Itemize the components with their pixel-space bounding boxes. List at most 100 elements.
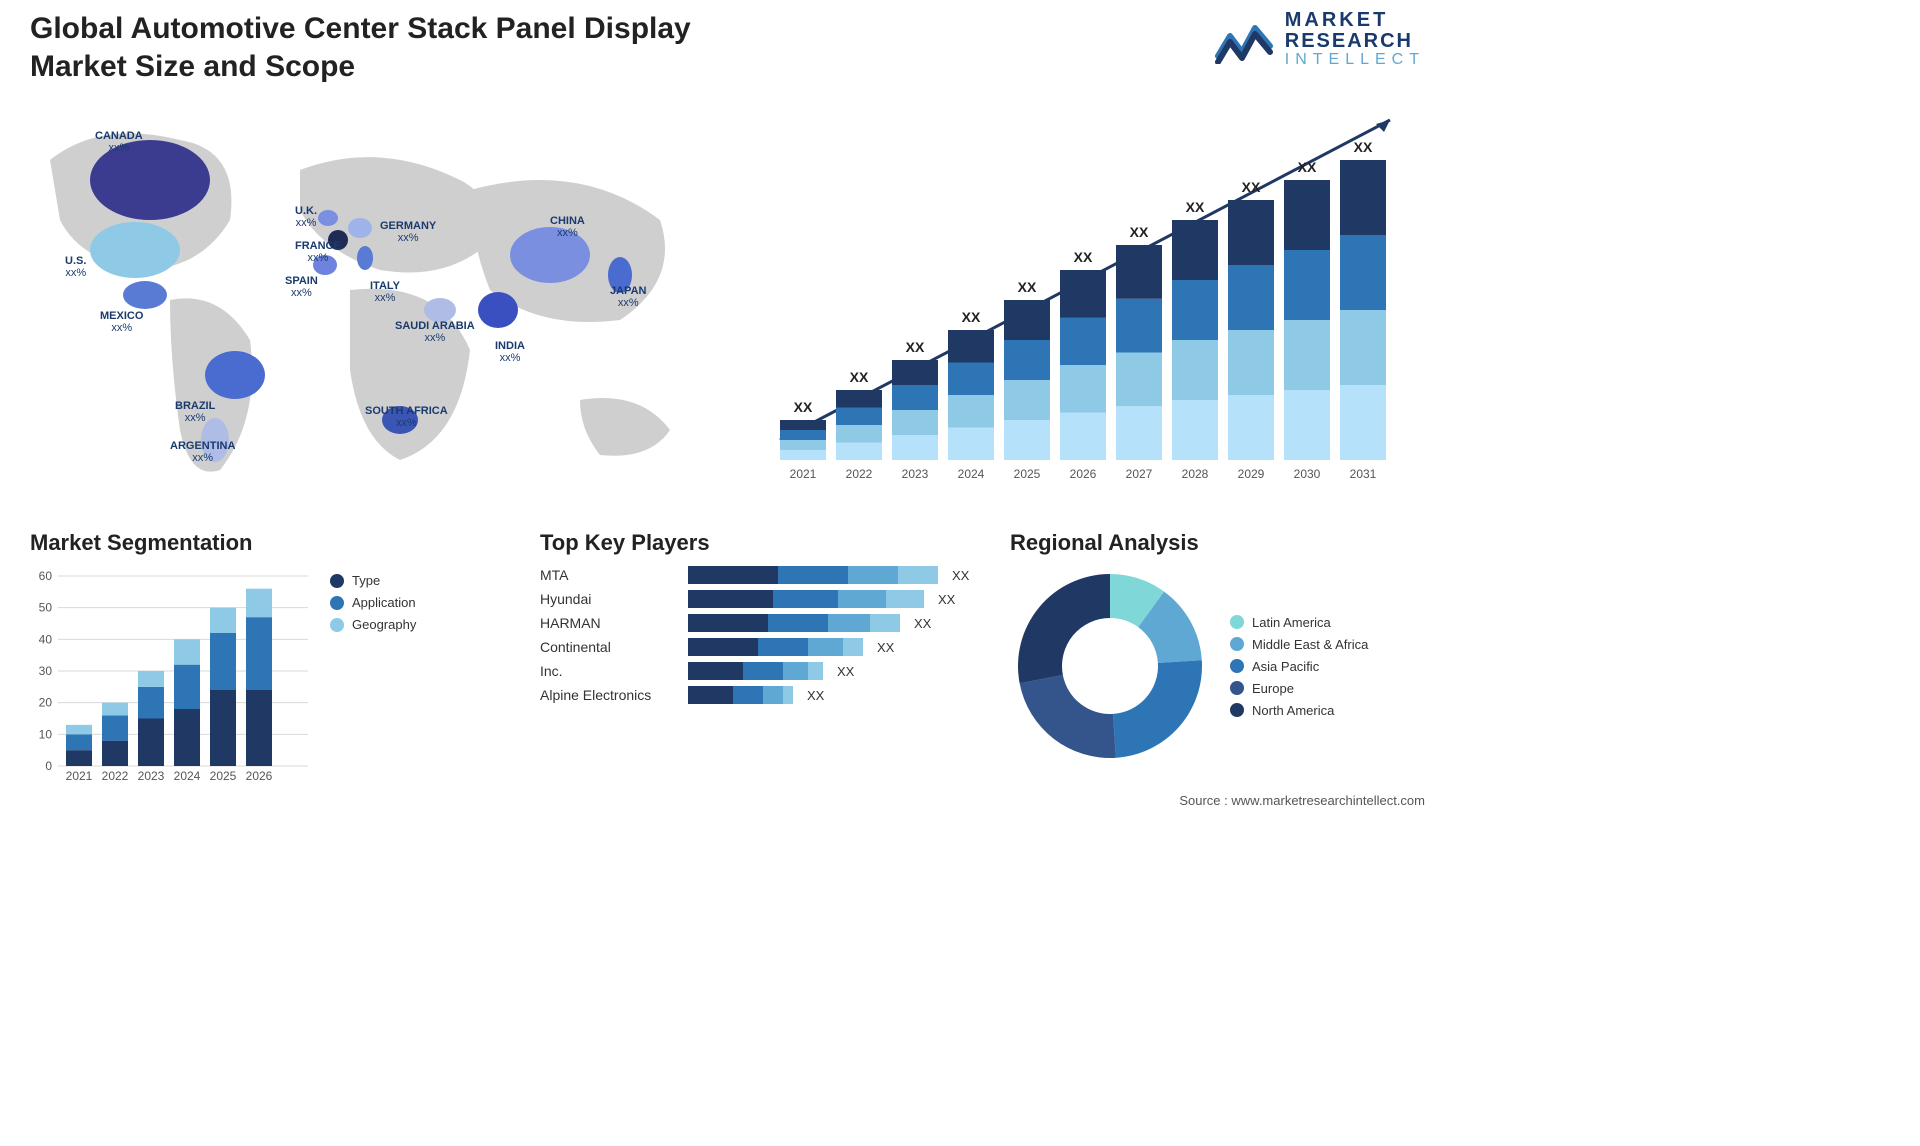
- legend-item: Asia Pacific: [1230, 659, 1368, 674]
- svg-text:XX: XX: [1130, 224, 1149, 240]
- logo-icon: [1215, 14, 1275, 64]
- svg-text:2024: 2024: [958, 467, 985, 481]
- svg-text:2029: 2029: [1238, 467, 1265, 481]
- map-label: INDIAxx%: [495, 340, 525, 364]
- svg-text:XX: XX: [1354, 139, 1373, 155]
- regional-title: Regional Analysis: [1010, 530, 1430, 556]
- player-name: HARMAN: [540, 615, 680, 631]
- map-label: CHINAxx%: [550, 215, 585, 239]
- segmentation-title: Market Segmentation: [30, 530, 460, 556]
- player-bar: [688, 686, 793, 704]
- svg-text:XX: XX: [1018, 279, 1037, 295]
- svg-text:XX: XX: [1242, 179, 1261, 195]
- svg-text:10: 10: [39, 727, 53, 741]
- legend-item: Latin America: [1230, 615, 1368, 630]
- svg-text:XX: XX: [1074, 249, 1093, 265]
- svg-text:2027: 2027: [1126, 467, 1153, 481]
- player-name: Alpine Electronics: [540, 687, 680, 703]
- map-label: U.K.xx%: [295, 205, 317, 229]
- svg-text:XX: XX: [850, 369, 869, 385]
- map-label: MEXICOxx%: [100, 310, 143, 334]
- player-bar: [688, 662, 823, 680]
- regional-section: Regional Analysis Latin America Middle Ea…: [1010, 530, 1430, 790]
- player-row: Continental XX: [540, 638, 970, 656]
- player-name: MTA: [540, 567, 680, 583]
- svg-text:2023: 2023: [138, 769, 165, 783]
- segmentation-legend: Type Application Geography: [330, 566, 416, 639]
- player-row: MTA XX: [540, 566, 970, 584]
- legend-item: Middle East & Africa: [1230, 637, 1368, 652]
- svg-text:60: 60: [39, 569, 53, 583]
- svg-text:2028: 2028: [1182, 467, 1209, 481]
- player-value: XX: [837, 664, 854, 679]
- logo-text: MARKET RESEARCH INTELLECT: [1285, 10, 1425, 69]
- player-row: Inc. XX: [540, 662, 970, 680]
- svg-text:2026: 2026: [246, 769, 273, 783]
- player-row: Alpine Electronics XX: [540, 686, 970, 704]
- header: Global Automotive Center Stack Panel Dis…: [30, 10, 1425, 85]
- svg-text:2025: 2025: [1014, 467, 1041, 481]
- map-label: ARGENTINAxx%: [170, 440, 235, 464]
- players-title: Top Key Players: [540, 530, 970, 556]
- map-label: SOUTH AFRICAxx%: [365, 405, 448, 429]
- player-bar: [688, 614, 900, 632]
- svg-text:50: 50: [39, 601, 53, 615]
- svg-text:2025: 2025: [210, 769, 237, 783]
- player-value: XX: [877, 640, 894, 655]
- svg-text:2026: 2026: [1070, 467, 1097, 481]
- main-growth-chart: XX 2021 XX 2022 XX 2023 XX 2024 XX 2025 XX 2026 XX 20…: [760, 100, 1420, 500]
- player-row: HyundaiXX: [540, 590, 970, 608]
- svg-text:XX: XX: [962, 309, 981, 325]
- player-bar: [688, 566, 938, 584]
- player-bar: [688, 590, 924, 608]
- svg-text:2024: 2024: [174, 769, 201, 783]
- players-list: MTAXXHyundaiXXHARMANXXContinentalXXInc.X…: [540, 566, 970, 704]
- svg-text:XX: XX: [794, 399, 813, 415]
- player-row: HARMAN XX: [540, 614, 970, 632]
- map-label: CANADAxx%: [95, 130, 143, 154]
- map-label: JAPANxx%: [610, 285, 646, 309]
- map-label: U.S.xx%: [65, 255, 86, 279]
- page-title: Global Automotive Center Stack Panel Dis…: [30, 10, 710, 85]
- svg-text:XX: XX: [1298, 159, 1317, 175]
- svg-text:20: 20: [39, 696, 53, 710]
- legend-item: Type: [330, 573, 416, 588]
- player-value: XX: [914, 616, 931, 631]
- regional-legend: Latin America Middle East & Africa Asia Pa…: [1230, 608, 1368, 725]
- svg-text:40: 40: [39, 632, 53, 646]
- players-section: Top Key Players MTAXXHyundaiXXHARMANXXCo…: [540, 530, 970, 790]
- segmentation-chart: 0 10 20 30 40 50 60 2021 2022 2023 2024 2025 2026: [30, 566, 310, 786]
- map-label: ITALYxx%: [370, 280, 400, 304]
- world-map: CANADAxx% U.S.xx% MEXICOxx% BRAZILxx% ARGENT…: [20, 100, 720, 500]
- regional-donut: [1010, 566, 1210, 766]
- brand-logo: MARKET RESEARCH INTELLECT: [1215, 10, 1425, 69]
- svg-text:2022: 2022: [846, 467, 873, 481]
- source-attribution: Source : www.marketresearchintellect.com: [1179, 793, 1425, 808]
- map-label: GERMANYxx%: [380, 220, 436, 244]
- svg-text:2031: 2031: [1350, 467, 1377, 481]
- legend-item: North America: [1230, 703, 1368, 718]
- legend-item: Europe: [1230, 681, 1368, 696]
- player-bar: [688, 638, 863, 656]
- map-label: BRAZILxx%: [175, 400, 215, 424]
- svg-text:2030: 2030: [1294, 467, 1321, 481]
- legend-item: Application: [330, 595, 416, 610]
- player-name: Continental: [540, 639, 680, 655]
- svg-text:2021: 2021: [66, 769, 93, 783]
- map-label: SPAINxx%: [285, 275, 318, 299]
- player-name: Inc.: [540, 663, 680, 679]
- player-value: XX: [807, 688, 824, 703]
- svg-text:2022: 2022: [102, 769, 129, 783]
- svg-text:2021: 2021: [790, 467, 817, 481]
- svg-text:0: 0: [45, 759, 52, 773]
- main-chart-svg: XX 2021 XX 2022 XX 2023 XX 2024 XX 2025 XX 2026 XX 20…: [760, 100, 1420, 500]
- map-label: FRANCExx%: [295, 240, 341, 264]
- svg-text:XX: XX: [906, 339, 925, 355]
- legend-item: Geography: [330, 617, 416, 632]
- svg-text:XX: XX: [1186, 199, 1205, 215]
- svg-text:30: 30: [39, 664, 53, 678]
- svg-text:2023: 2023: [902, 467, 929, 481]
- player-value: XX: [952, 568, 969, 583]
- segmentation-section: Market Segmentation 0 10 20 30 40 50 60 2021 202…: [30, 530, 460, 790]
- player-value: XX: [938, 592, 955, 607]
